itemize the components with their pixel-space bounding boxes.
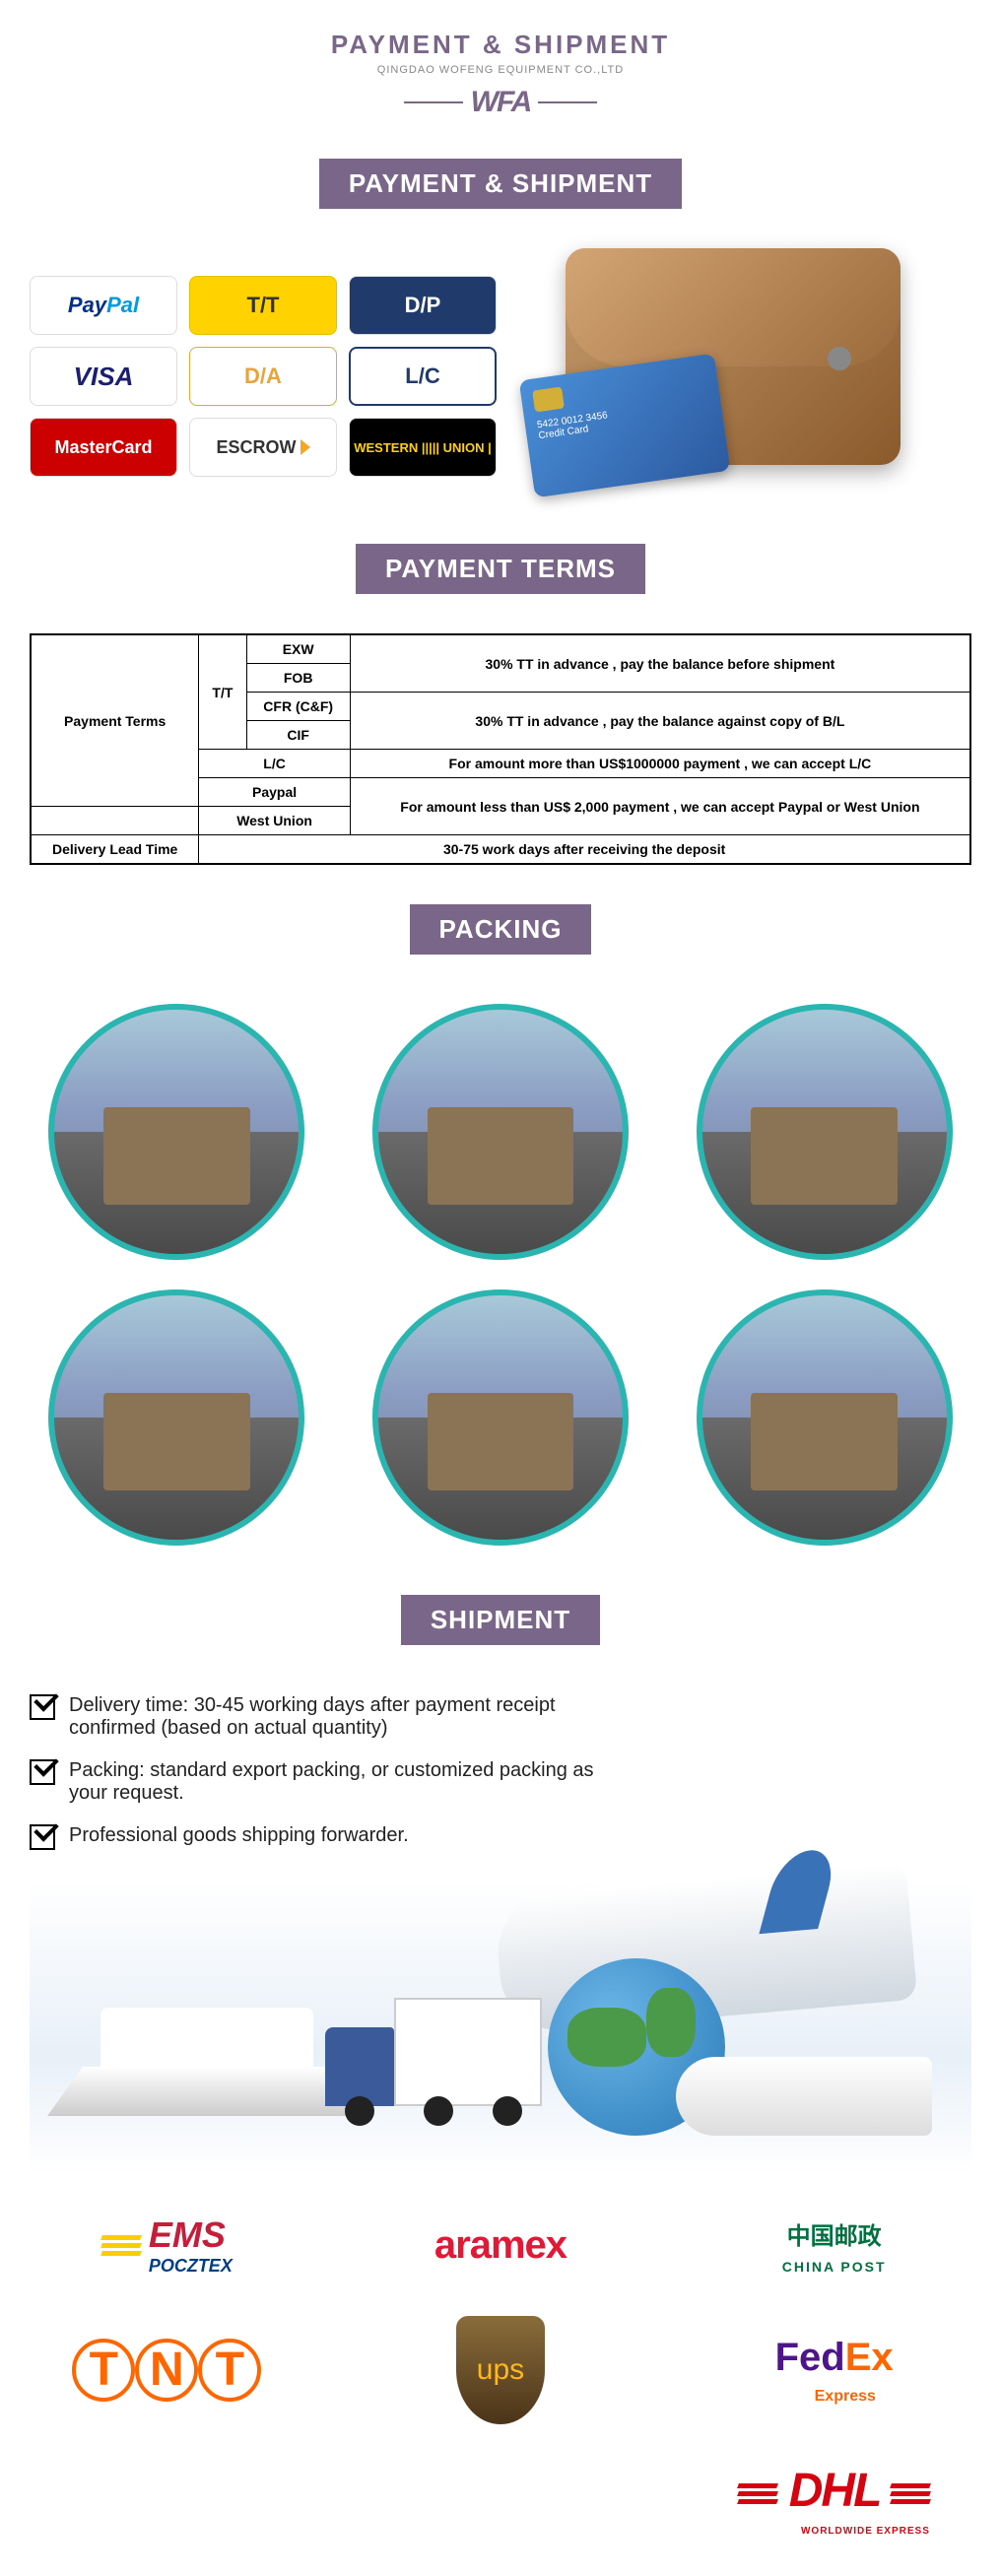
carrier-ems: EMS POCZTEX xyxy=(101,2214,233,2277)
banner-packing: PACKING xyxy=(410,904,592,955)
cell-cfr: CFR (C&F) xyxy=(246,693,350,721)
badge-lc: L/C xyxy=(349,347,497,406)
cell-tt: T/T xyxy=(199,634,246,750)
badge-mastercard: MasterCard xyxy=(30,418,177,477)
badge-dp: D/P xyxy=(349,276,497,335)
credit-card: 5422 0012 3456 Credit Card xyxy=(519,354,731,498)
cell-lc-desc: For amount more than US$1000000 payment … xyxy=(350,750,970,778)
header: PAYMENT & SHIPMENT QINGDAO WOFENG EQUIPM… xyxy=(30,0,971,139)
badge-tt: T/T xyxy=(189,276,337,335)
transport-image xyxy=(30,1880,971,2175)
badge-da: D/A xyxy=(189,347,337,406)
carriers-grid: EMS POCZTEX aramex 中国邮政 CHINA POST TNT u… xyxy=(30,2214,971,2537)
train-icon xyxy=(676,2057,932,2136)
check-icon xyxy=(30,1759,55,1785)
packing-photo-2 xyxy=(372,1004,629,1260)
cell-paypal-wu-desc: For amount less than US$ 2,000 payment ,… xyxy=(350,778,970,835)
cell-delivery-label: Delivery Lead Time xyxy=(31,835,199,865)
carrier-chinapost: 中国邮政 CHINA POST xyxy=(782,2216,887,2275)
badge-escrow: ESCROW xyxy=(189,418,337,477)
packing-photo-5 xyxy=(372,1289,629,1546)
badge-paypal: PayPal xyxy=(30,276,177,335)
truck-icon xyxy=(325,1988,542,2126)
packing-photo-3 xyxy=(697,1004,953,1260)
cell-payment-terms: Payment Terms xyxy=(31,634,199,807)
wallet-image: 5422 0012 3456 Credit Card xyxy=(526,248,901,504)
shipment-item-2: Packing: standard export packing, or cus… xyxy=(30,1759,971,1805)
check-icon xyxy=(30,1824,55,1850)
cell-delivery-desc: 30-75 work days after receiving the depo… xyxy=(199,835,970,865)
logo-text: WFA xyxy=(471,86,531,119)
banner-payment-shipment: PAYMENT & SHIPMENT xyxy=(319,159,682,209)
carrier-tnt: TNT xyxy=(76,2339,257,2402)
packing-photo-6 xyxy=(697,1289,953,1546)
carrier-fedex: FedEx Express xyxy=(775,2336,894,2406)
carrier-ups: ups xyxy=(456,2316,545,2424)
payment-terms-table: Payment Terms T/T EXW 30% TT in advance … xyxy=(30,633,971,865)
badge-visa: VISA xyxy=(30,347,177,406)
packing-photo-4 xyxy=(48,1289,304,1546)
cell-wu-label: West Union xyxy=(199,807,350,835)
banner-shipment: SHIPMENT xyxy=(401,1595,600,1645)
cell-tt-desc-2: 30% TT in advance , pay the balance agai… xyxy=(350,693,970,750)
packing-photo-1 xyxy=(48,1004,304,1260)
carrier-aramex: aramex xyxy=(434,2223,567,2268)
packing-grid xyxy=(30,1004,971,1546)
header-logo: WFA xyxy=(30,86,971,119)
stripes-icon xyxy=(101,2232,141,2259)
payment-methods-row: PayPal T/T D/P VISA D/A L/C MasterCard E… xyxy=(30,248,971,504)
shipment-list: Delivery time: 30-45 working days after … xyxy=(30,1694,971,1850)
carrier-dhl: DHL WORLDWIDE EXPRESS xyxy=(738,2464,929,2537)
check-icon xyxy=(30,1694,55,1720)
cell-paypal-label: Paypal xyxy=(199,778,350,807)
cell-lc-label: L/C xyxy=(199,750,350,778)
cell-tt-desc-1: 30% TT in advance , pay the balance befo… xyxy=(350,634,970,693)
banner-payment-terms: PAYMENT TERMS xyxy=(356,544,645,594)
cell-fob: FOB xyxy=(246,664,350,693)
badge-western-union: WESTERN ||||| UNION | xyxy=(349,418,497,477)
header-subtitle: QINGDAO WOFENG EQUIPMENT CO.,LTD xyxy=(30,64,971,76)
shipment-item-1: Delivery time: 30-45 working days after … xyxy=(30,1694,971,1740)
payment-grid: PayPal T/T D/P VISA D/A L/C MasterCard E… xyxy=(30,276,497,477)
header-title: PAYMENT & SHIPMENT xyxy=(30,30,971,60)
cell-cif: CIF xyxy=(246,721,350,750)
shipment-item-3: Professional goods shipping forwarder. xyxy=(30,1824,971,1850)
cell-exw: EXW xyxy=(246,634,350,664)
